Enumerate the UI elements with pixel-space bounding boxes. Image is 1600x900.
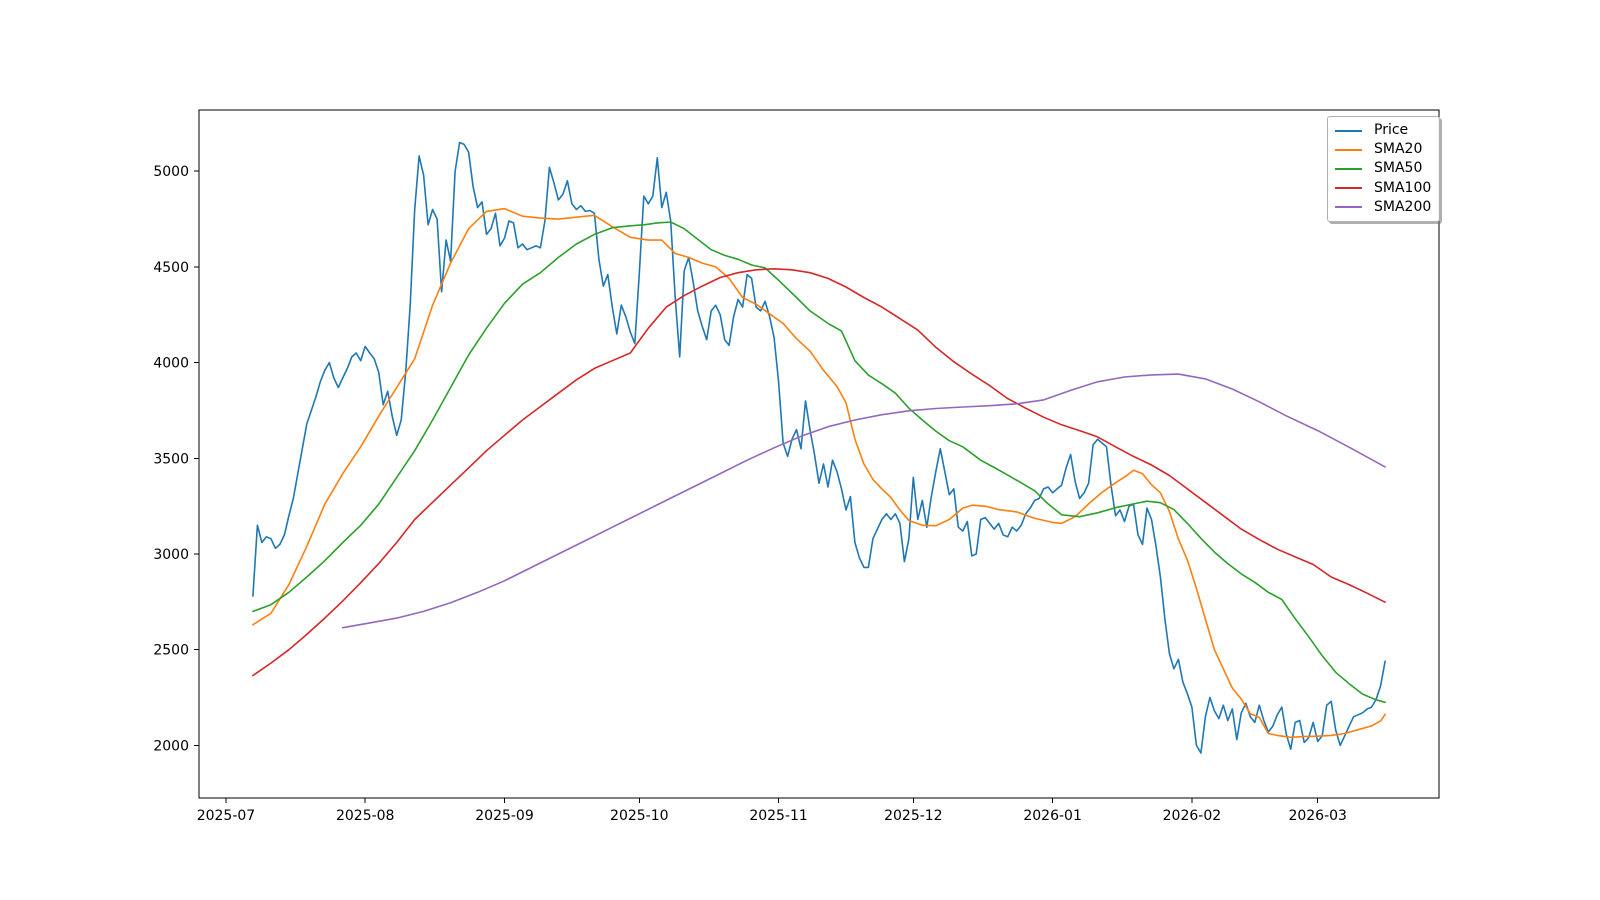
y-tick-label: 2000 (153, 738, 189, 754)
legend-swatch-sma100 (1335, 187, 1362, 190)
series-line-sma20 (252, 207, 1386, 739)
legend-item-sma100: SMA100 (1335, 179, 1431, 198)
y-tick-label: 3500 (153, 451, 189, 467)
legend-swatch-price (1335, 129, 1362, 132)
series-line-sma50 (252, 221, 1386, 704)
legend: Price SMA20 SMA50 SMA100 SMA200 (1327, 116, 1441, 222)
legend-label-sma100: SMA100 (1374, 179, 1432, 196)
y-tick-label: 5000 (153, 164, 189, 180)
legend-item-sma20: SMA20 (1335, 140, 1431, 159)
series-line-price (252, 141, 1386, 754)
legend-swatch-sma50 (1335, 167, 1362, 170)
legend-label-sma20: SMA20 (1374, 141, 1423, 158)
legend-label-price: Price (1374, 122, 1409, 139)
y-tick-label: 3000 (153, 547, 189, 563)
legend-item-sma200: SMA200 (1335, 198, 1431, 217)
legend-item-price: Price (1335, 121, 1431, 140)
legend-item-sma50: SMA50 (1335, 159, 1431, 178)
plot-area-border (198, 109, 1440, 799)
x-tick-label: 2025-07 (197, 808, 256, 824)
legend-swatch-sma20 (1335, 148, 1362, 151)
x-tick-label: 2025-09 (475, 808, 534, 824)
x-tick-label: 2025-10 (610, 808, 669, 824)
series-line-sma200 (341, 373, 1386, 629)
series-line-sma100 (252, 267, 1386, 677)
legend-label-sma200: SMA200 (1374, 198, 1432, 215)
y-tick-label: 4000 (153, 356, 189, 372)
legend-swatch-sma200 (1335, 206, 1362, 209)
legend-label-sma50: SMA50 (1374, 160, 1423, 177)
x-tick-label: 2026-01 (1023, 808, 1082, 824)
x-tick-label: 2025-11 (749, 808, 808, 824)
y-tick-label: 2500 (153, 643, 189, 659)
x-tick-label: 2025-08 (336, 808, 395, 824)
x-tick-label: 2026-03 (1288, 808, 1347, 824)
x-tick-label: 2026-02 (1163, 808, 1222, 824)
y-tick-label: 4500 (153, 260, 189, 276)
x-tick-label: 2025-12 (884, 808, 943, 824)
